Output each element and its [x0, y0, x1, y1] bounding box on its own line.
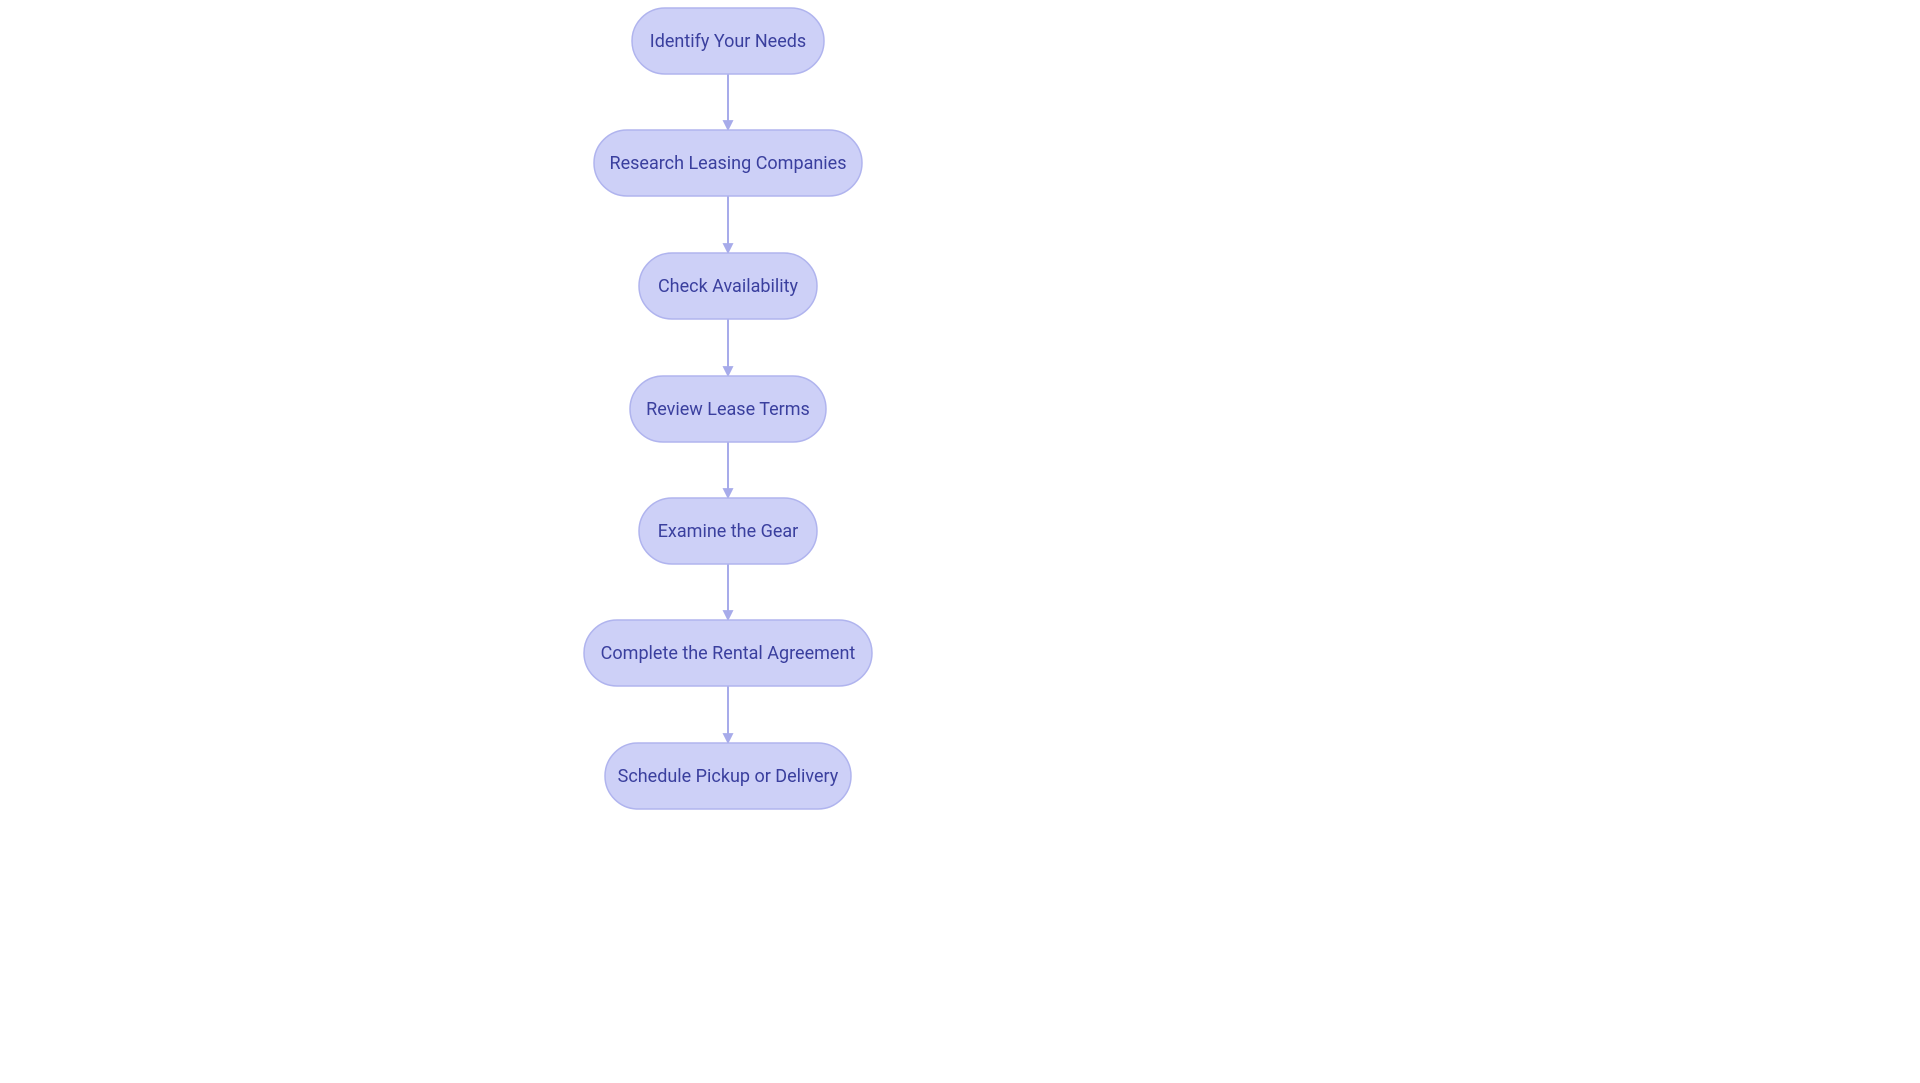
flowchart-node-label: Check Availability	[639, 253, 817, 319]
flowchart-svg	[0, 0, 1920, 1083]
flowchart-node-label: Identify Your Needs	[632, 8, 824, 74]
flowchart-node-label: Research Leasing Companies	[594, 130, 862, 196]
flowchart-node-label: Schedule Pickup or Delivery	[605, 743, 851, 809]
flowchart-node-label: Review Lease Terms	[630, 376, 826, 442]
flowchart-canvas: Identify Your Needs Research Leasing Comp…	[0, 0, 1920, 1083]
flowchart-node-label: Complete the Rental Agreement	[584, 620, 872, 686]
flowchart-node-label: Examine the Gear	[639, 498, 817, 564]
